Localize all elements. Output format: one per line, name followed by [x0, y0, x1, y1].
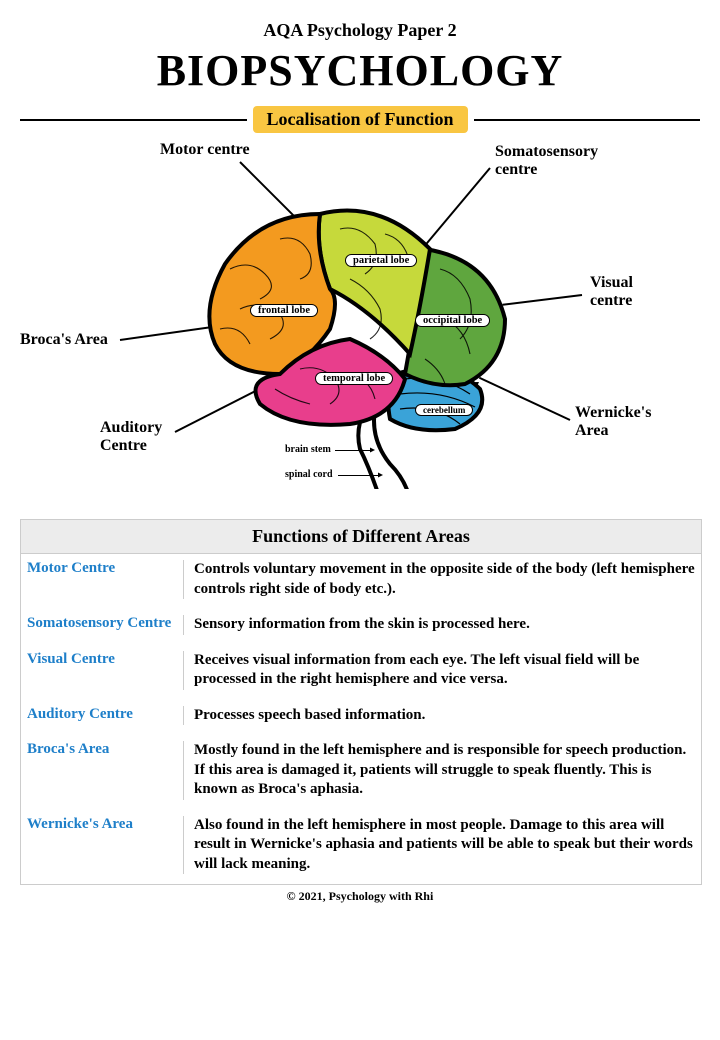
label-visual: Visualcentre — [590, 274, 633, 311]
section-badge: Localisation of Function — [253, 106, 468, 133]
table-row: Auditory CentreProcesses speech based in… — [21, 700, 701, 736]
label-spinal-cord: spinal cord — [285, 469, 333, 480]
pill-cerebellum: cerebellum — [415, 404, 473, 416]
section-heading-row: Localisation of Function — [20, 106, 700, 133]
row-key: Motor Centre — [27, 560, 183, 599]
row-val: Sensory information from the skin is pro… — [183, 615, 695, 635]
row-key: Wernicke's Area — [27, 816, 183, 875]
label-somato: Somatosensorycentre — [495, 143, 598, 180]
header: AQA Psychology Paper 2 BIOPSYCHOLOGY Loc… — [20, 20, 700, 133]
table-row: Broca's AreaMostly found in the left hem… — [21, 735, 701, 810]
rule-right — [474, 119, 701, 121]
label-wernicke: Wernicke'sArea — [575, 404, 651, 441]
pointer — [335, 450, 370, 451]
pill-frontal: frontal lobe — [250, 304, 318, 317]
page: AQA Psychology Paper 2 BIOPSYCHOLOGY Loc… — [0, 0, 720, 914]
table-row: Somatosensory CentreSensory information … — [21, 609, 701, 645]
label-brain-stem: brain stem — [285, 444, 331, 455]
footer-copyright: © 2021, Psychology with Rhi — [20, 889, 700, 904]
pointer — [338, 475, 378, 476]
table-row: Visual CentreReceives visual information… — [21, 645, 701, 700]
label-auditory: AuditoryCentre — [100, 419, 162, 456]
pill-occipital: occipital lobe — [415, 314, 490, 327]
pill-temporal: temporal lobe — [315, 372, 393, 385]
row-val: Receives visual information from each ey… — [183, 651, 695, 690]
header-subtitle: AQA Psychology Paper 2 — [20, 20, 700, 41]
functions-table: Functions of Different Areas Motor Centr… — [20, 519, 702, 885]
row-key: Visual Centre — [27, 651, 183, 690]
header-title: BIOPSYCHOLOGY — [20, 45, 700, 96]
row-key: Auditory Centre — [27, 706, 183, 726]
row-val: Processes speech based information. — [183, 706, 695, 726]
pointer-head — [370, 448, 375, 453]
brain-svg — [190, 179, 530, 489]
pointer-head — [378, 473, 383, 478]
table-row: Wernicke's AreaAlso found in the left he… — [21, 810, 701, 885]
row-key: Somatosensory Centre — [27, 615, 183, 635]
pill-parietal: parietal lobe — [345, 254, 417, 267]
row-val: Mostly found in the left hemisphere and … — [183, 741, 695, 800]
table-row: Motor CentreControls voluntary movement … — [21, 554, 701, 609]
row-val: Controls voluntary movement in the oppos… — [183, 560, 695, 599]
rule-left — [20, 119, 247, 121]
label-broca: Broca's Area — [20, 331, 108, 349]
row-val: Also found in the left hemisphere in mos… — [183, 816, 695, 875]
brain-diagram: Motor centre Somatosensorycentre Visualc… — [20, 139, 700, 519]
label-motor: Motor centre — [160, 141, 250, 159]
row-key: Broca's Area — [27, 741, 183, 800]
table-title: Functions of Different Areas — [21, 520, 701, 554]
